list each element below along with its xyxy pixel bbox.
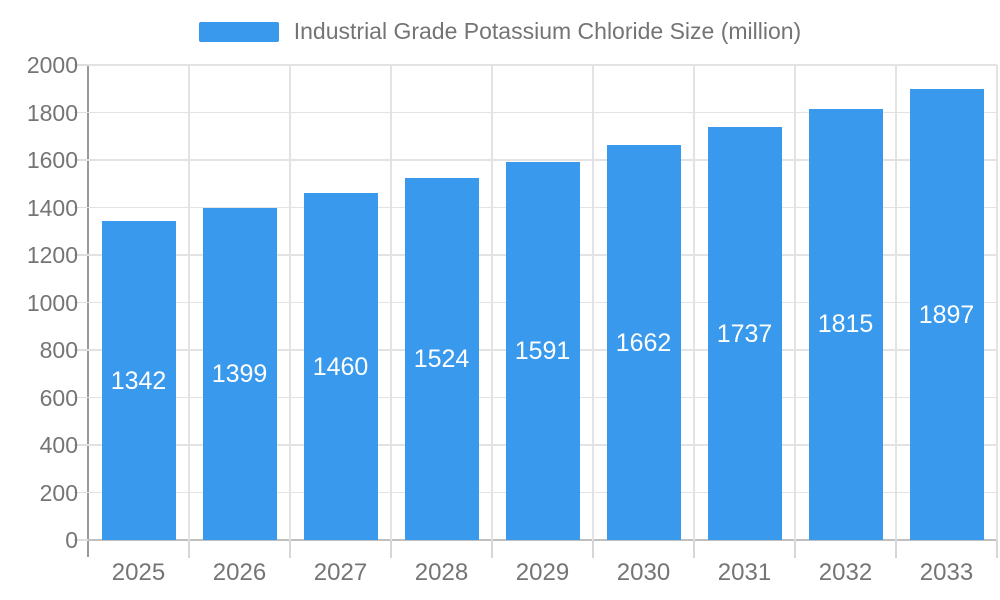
bar[interactable]: 1662 [606,145,681,540]
y-axis-tick-label: 1400 [26,194,78,221]
x-axis-category-label: 2032 [818,559,873,586]
y-axis-tick [74,349,88,351]
bar[interactable]: 1460 [303,193,378,540]
horizontal-gridline [88,159,997,161]
y-axis-tick [74,159,88,161]
bar-value-label: 1524 [413,345,470,374]
bar-value-label: 1591 [514,337,571,366]
y-axis-tick-label: 1600 [26,147,78,173]
x-axis-category-label: 2030 [616,559,671,586]
y-axis-tick [74,396,88,399]
y-axis-tick [74,254,88,256]
y-axis-tick-label: 800 [39,337,78,363]
y-axis-tick-label: 0 [65,527,78,553]
bar-value-label: 1399 [211,359,268,388]
x-axis-category-label: 2031 [717,559,772,586]
bar-value-label: 1460 [312,352,369,381]
vertical-gridline [693,65,695,540]
legend-swatch[interactable] [198,21,279,42]
vertical-gridline [996,65,998,540]
x-axis-tick [289,540,291,558]
bar[interactable]: 1737 [707,127,782,540]
bar-value-label: 1662 [615,328,672,357]
x-axis-tick [390,540,392,558]
x-axis-tick [794,540,796,558]
bar[interactable]: 1524 [404,178,479,540]
x-axis-tick [996,540,998,558]
x-axis-category-label: 2033 [919,559,974,586]
y-axis-tick [74,111,88,114]
horizontal-gridline [88,111,997,114]
horizontal-gridline [88,64,997,66]
vertical-gridline [289,65,291,540]
y-axis-tick [74,301,88,304]
x-axis-tick [592,540,594,558]
y-axis-line [87,65,89,557]
bar[interactable]: 1342 [101,221,176,540]
y-axis-tick [74,491,88,494]
x-axis-category-label: 2028 [414,559,469,586]
bar[interactable]: 1591 [505,162,580,540]
x-axis-category-label: 2026 [212,559,267,586]
bar-value-label: 1815 [817,310,874,339]
y-axis-tick-label: 1200 [26,242,78,268]
y-axis-tick [74,539,88,541]
y-axis-tick-label: 2000 [26,52,78,78]
bar-value-label: 1342 [110,366,167,395]
vertical-gridline [491,65,493,540]
plot-area: 1342 1399 1460 1524 1591 1662 1737 1815 1897 [88,64,998,540]
y-axis-tick [74,64,88,66]
y-axis-tick-label: 200 [39,479,78,506]
y-axis-tick [74,444,88,446]
x-axis-tick [693,540,695,558]
bar[interactable]: 1399 [202,207,277,540]
x-axis-category-label: 2027 [313,559,368,586]
bar-value-label: 1897 [918,300,975,329]
vertical-gridline [188,65,190,540]
x-axis-tick [895,540,897,558]
y-axis-tick [74,206,88,209]
y-axis-tick-label: 1000 [26,289,78,316]
bar[interactable]: 1815 [808,108,883,540]
vertical-gridline [895,65,897,540]
y-axis-tick-label: 1800 [26,99,78,126]
vertical-gridline [794,65,796,540]
x-axis-category-label: 2025 [111,559,166,586]
x-axis-category-label: 2029 [515,559,570,586]
y-axis-tick-label: 400 [39,432,78,458]
y-axis-tick-label: 600 [39,384,78,411]
x-axis-tick [188,540,190,558]
bar-value-label: 1737 [716,319,773,348]
x-axis-tick [491,540,493,558]
vertical-gridline [592,65,594,540]
bar[interactable]: 1897 [909,89,984,540]
vertical-gridline [390,65,392,540]
legend-label: Industrial Grade Potassium Chloride Size… [293,18,802,44]
legend[interactable]: Industrial Grade Potassium Chloride Size… [0,18,1000,45]
